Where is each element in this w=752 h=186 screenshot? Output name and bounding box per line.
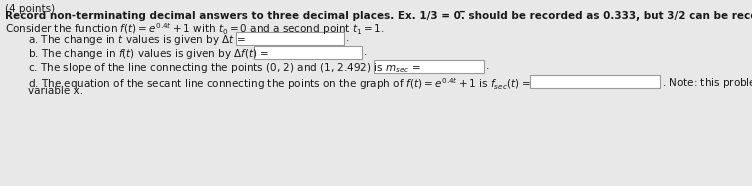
Text: (4 points): (4 points): [5, 4, 55, 14]
Text: .: .: [486, 61, 490, 71]
Text: d. The equation of the secant line connecting the points on the graph of $f(t) =: d. The equation of the secant line conne…: [28, 76, 532, 92]
Text: .: .: [364, 47, 368, 57]
Bar: [236, 32, 344, 45]
Text: .: .: [346, 33, 350, 43]
Text: b. The change in $f(t)$ values is given by $\Delta f(t)$ =: b. The change in $f(t)$ values is given …: [28, 47, 269, 61]
Text: variable x.: variable x.: [28, 86, 83, 96]
Text: Consider the function $f(t) = e^{0.4t} + 1$ with $t_0 = 0$ and a second point $t: Consider the function $f(t) = e^{0.4t} +…: [5, 21, 385, 37]
Text: Record non-terminating decimal answers to three decimal places. Ex. 1/3 = 0.̅ sh: Record non-terminating decimal answers t…: [5, 11, 752, 21]
Text: a. The change in $t$ values is given by $\Delta t$ =: a. The change in $t$ values is given by …: [28, 33, 246, 47]
Text: . Note: this problem is asking about the variable $t$ not the: . Note: this problem is asking about the…: [662, 76, 752, 90]
Bar: [254, 46, 362, 59]
Bar: [530, 75, 660, 88]
Text: c. The slope of the line connecting the points (0, 2) and (1, 2.492) is $m_{sec}: c. The slope of the line connecting the …: [28, 61, 421, 75]
Bar: [374, 60, 484, 73]
